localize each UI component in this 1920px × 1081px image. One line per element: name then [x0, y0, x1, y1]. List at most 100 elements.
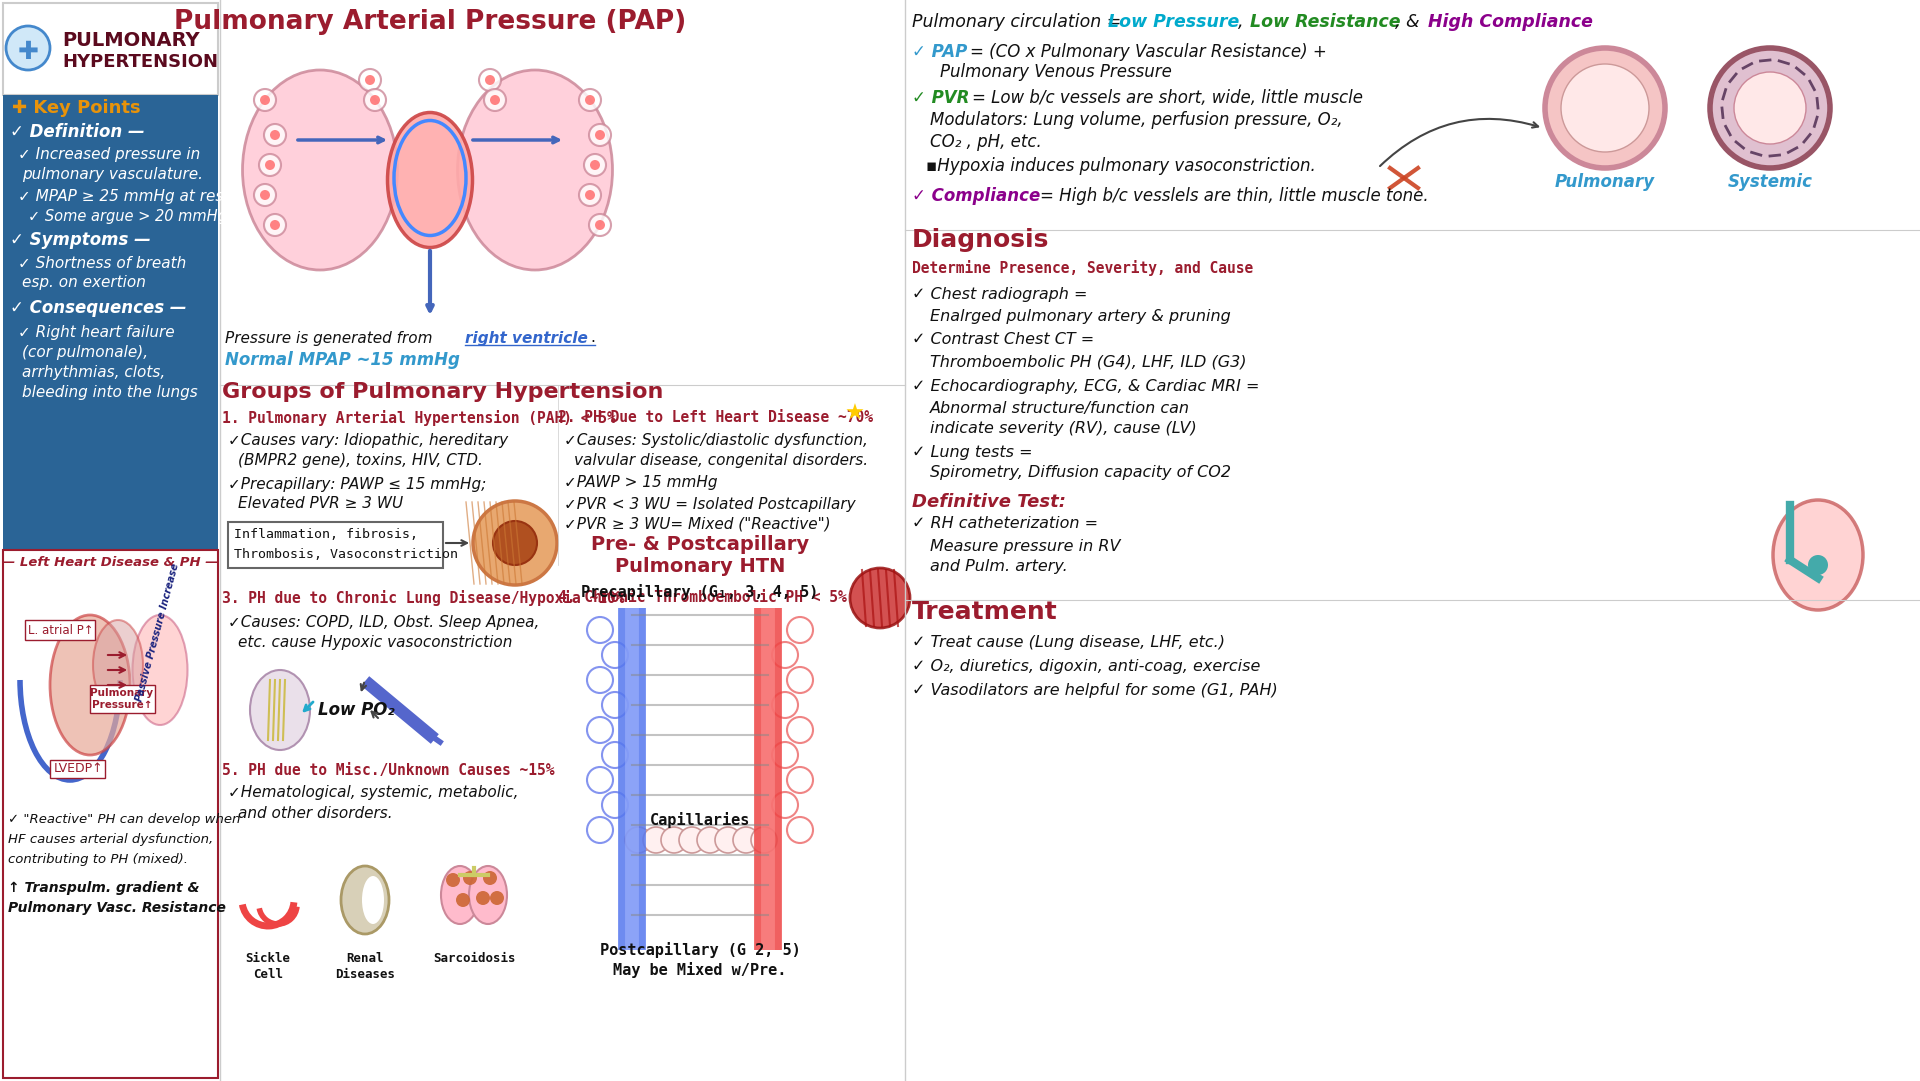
Text: (BMPR2 gene), toxins, HIV, CTD.: (BMPR2 gene), toxins, HIV, CTD. — [238, 453, 482, 467]
Circle shape — [476, 891, 490, 905]
Text: Sarcoidosis: Sarcoidosis — [432, 951, 515, 964]
Ellipse shape — [342, 866, 390, 934]
Text: ✓Hematological, systemic, metabolic,: ✓Hematological, systemic, metabolic, — [228, 786, 518, 801]
Text: Thromboembolic PH (G4), LHF, ILD (G3): Thromboembolic PH (G4), LHF, ILD (G3) — [929, 355, 1246, 370]
Circle shape — [253, 184, 276, 206]
Text: contributing to PH (mixed).: contributing to PH (mixed). — [8, 854, 188, 867]
Ellipse shape — [92, 620, 142, 710]
Text: Elevated PVR ≥ 3 WU: Elevated PVR ≥ 3 WU — [238, 496, 403, 511]
Circle shape — [371, 95, 380, 105]
Text: ✓Causes vary: Idiopathic, hereditary: ✓Causes vary: Idiopathic, hereditary — [228, 432, 509, 448]
Text: ✓ Increased pressure in: ✓ Increased pressure in — [17, 147, 200, 162]
Circle shape — [1734, 72, 1807, 144]
Text: Determine Presence, Severity, and Cause: Determine Presence, Severity, and Cause — [912, 261, 1254, 276]
Circle shape — [472, 501, 557, 585]
Circle shape — [787, 717, 812, 743]
Text: Inflammation, fibrosis,: Inflammation, fibrosis, — [234, 529, 419, 542]
Text: = Low b/c vessels are short, wide, little muscle: = Low b/c vessels are short, wide, littl… — [972, 89, 1363, 107]
Circle shape — [772, 692, 799, 718]
Circle shape — [586, 95, 595, 105]
Text: ✓Causes: COPD, ILD, Obst. Sleep Apnea,: ✓Causes: COPD, ILD, Obst. Sleep Apnea, — [228, 614, 540, 629]
Circle shape — [271, 221, 280, 230]
Text: arrhythmias, clots,: arrhythmias, clots, — [21, 364, 165, 379]
FancyBboxPatch shape — [228, 522, 444, 568]
Circle shape — [787, 617, 812, 643]
Text: ✓PVR < 3 WU = Isolated Postcapillary: ✓PVR < 3 WU = Isolated Postcapillary — [564, 496, 856, 511]
Circle shape — [259, 95, 271, 105]
Text: Groups of Pulmonary Hypertension: Groups of Pulmonary Hypertension — [223, 382, 664, 402]
Text: ✓ Lung tests =: ✓ Lung tests = — [912, 444, 1033, 459]
Circle shape — [851, 568, 910, 628]
Circle shape — [595, 221, 605, 230]
Circle shape — [603, 792, 628, 818]
Text: Systemic: Systemic — [1728, 173, 1812, 191]
Text: ✓ Definition —: ✓ Definition — — [10, 123, 144, 141]
Text: Definitive Test:: Definitive Test: — [912, 493, 1066, 511]
Text: ↑ Transpulm. gradient &: ↑ Transpulm. gradient & — [8, 881, 200, 895]
Circle shape — [580, 184, 601, 206]
Text: ✓ Contrast Chest CT =: ✓ Contrast Chest CT = — [912, 333, 1094, 347]
Circle shape — [486, 75, 495, 85]
Text: Spirometry, Diffusion capacity of CO2: Spirometry, Diffusion capacity of CO2 — [929, 465, 1231, 480]
Circle shape — [365, 89, 386, 111]
Circle shape — [365, 75, 374, 85]
Text: Enalrged pulmonary artery & pruning: Enalrged pulmonary artery & pruning — [929, 308, 1231, 323]
Text: Precapillary (G₁, 3, 4, 5): Precapillary (G₁, 3, 4, 5) — [582, 584, 818, 600]
Text: HF causes arterial dysfunction,: HF causes arterial dysfunction, — [8, 833, 213, 846]
Text: ✓ Symptoms —: ✓ Symptoms — — [10, 231, 152, 249]
Text: ✓ PAP: ✓ PAP — [912, 43, 968, 61]
Text: Treatment: Treatment — [912, 600, 1058, 624]
Text: ✓ Some argue > 20 mmHg: ✓ Some argue > 20 mmHg — [29, 209, 227, 224]
Text: Postcapillary (G 2, 5): Postcapillary (G 2, 5) — [599, 942, 801, 958]
Text: ✚ Key Points: ✚ Key Points — [12, 99, 140, 117]
Text: 1. Pulmonary Arterial Hypertension (PAH) < 5%: 1. Pulmonary Arterial Hypertension (PAH)… — [223, 410, 616, 426]
Ellipse shape — [250, 670, 309, 750]
Ellipse shape — [442, 866, 478, 924]
Circle shape — [1711, 48, 1830, 168]
Text: Pulmonary HTN: Pulmonary HTN — [614, 557, 785, 575]
Circle shape — [445, 873, 461, 888]
Text: Modulators: Lung volume, perfusion pressure, O₂,: Modulators: Lung volume, perfusion press… — [929, 111, 1342, 129]
FancyBboxPatch shape — [4, 3, 219, 95]
Text: Pulmonary: Pulmonary — [1555, 173, 1655, 191]
Text: May be Mixed w/Pre.: May be Mixed w/Pre. — [612, 962, 787, 978]
Text: HYPERTENSION: HYPERTENSION — [61, 53, 219, 71]
Text: Renal: Renal — [346, 951, 384, 964]
Text: Diseases: Diseases — [334, 969, 396, 982]
Circle shape — [6, 26, 50, 70]
Circle shape — [589, 214, 611, 236]
Text: ✓ Shortness of breath: ✓ Shortness of breath — [17, 255, 186, 270]
Text: = High b/c vesslels are thin, little muscle tone.: = High b/c vesslels are thin, little mus… — [1041, 187, 1428, 205]
Text: 2. PH Due to Left Heart Disease ~70%: 2. PH Due to Left Heart Disease ~70% — [559, 411, 874, 426]
Text: right ventricle: right ventricle — [465, 331, 588, 346]
Text: ✓PVR ≥ 3 WU= Mixed ("Reactive"): ✓PVR ≥ 3 WU= Mixed ("Reactive") — [564, 517, 831, 532]
Circle shape — [772, 792, 799, 818]
Circle shape — [603, 642, 628, 668]
Ellipse shape — [457, 70, 612, 270]
Circle shape — [643, 827, 668, 853]
Text: and other disorders.: and other disorders. — [238, 805, 392, 820]
Text: LVEDP↑: LVEDP↑ — [54, 762, 104, 775]
Text: Pulmonary
Pressure↑: Pulmonary Pressure↑ — [90, 689, 154, 710]
Text: (cor pulmonale),: (cor pulmonale), — [21, 345, 148, 360]
Text: ✓ Treat cause (Lung disease, LHF, etc.): ✓ Treat cause (Lung disease, LHF, etc.) — [912, 635, 1225, 650]
Text: ,: , — [1238, 13, 1250, 31]
FancyBboxPatch shape — [4, 550, 219, 1078]
Circle shape — [580, 89, 601, 111]
Text: Low Pressure: Low Pressure — [1108, 13, 1238, 31]
Circle shape — [1561, 64, 1649, 152]
Circle shape — [772, 642, 799, 668]
Text: bleeding into the lungs: bleeding into the lungs — [21, 385, 198, 400]
FancyBboxPatch shape — [50, 760, 106, 778]
Circle shape — [457, 893, 470, 907]
Circle shape — [589, 160, 599, 170]
Ellipse shape — [363, 876, 384, 924]
Circle shape — [733, 827, 758, 853]
Text: Pulmonary Arterial Pressure (PAP): Pulmonary Arterial Pressure (PAP) — [175, 9, 685, 35]
Text: Diagnosis: Diagnosis — [912, 228, 1050, 252]
Circle shape — [603, 692, 628, 718]
Text: Pulmonary Venous Pressure: Pulmonary Venous Pressure — [941, 63, 1171, 81]
Text: ★: ★ — [845, 404, 866, 424]
Text: ✓ RH catheterization =: ✓ RH catheterization = — [912, 517, 1098, 532]
Circle shape — [588, 768, 612, 793]
